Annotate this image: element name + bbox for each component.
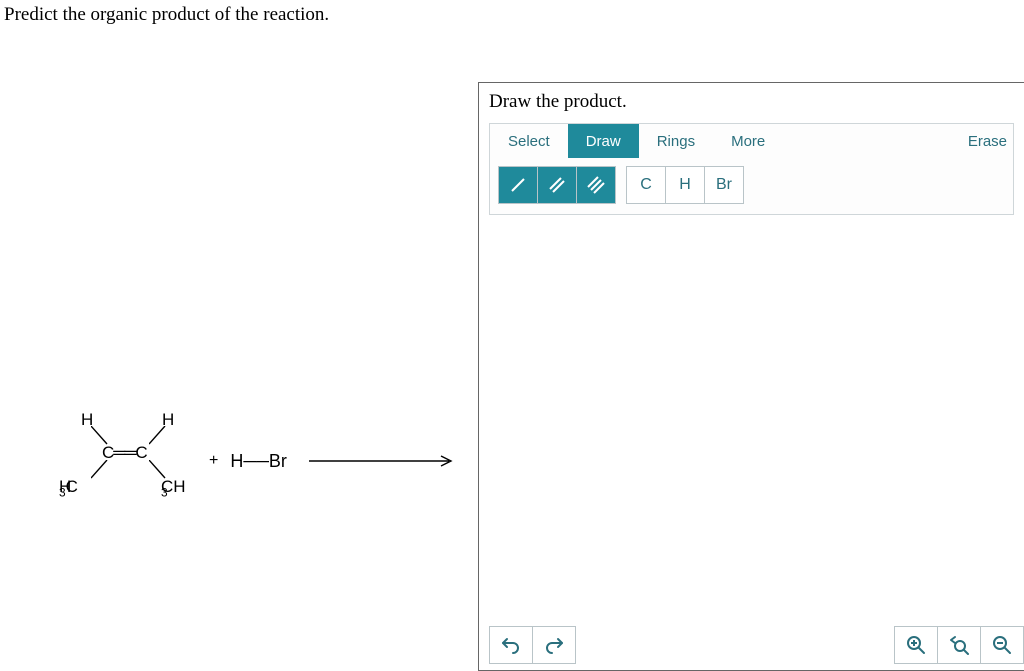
undo-button[interactable] [490,627,532,663]
tab-draw[interactable]: Draw [568,124,639,158]
drawing-panel-title: Draw the product. [479,83,1024,123]
drawing-toolbar: Select Draw Rings More Erase C H [489,123,1014,215]
zoom-in-button[interactable] [895,627,937,663]
bottom-toolbar [489,626,1024,664]
single-bond-button[interactable] [499,167,537,203]
bond-group [498,166,616,204]
zoom-reset-button[interactable] [937,627,980,663]
triple-bond-button[interactable] [576,167,615,203]
zoom-out-icon [992,635,1012,655]
atom-h-button[interactable]: H [665,167,704,203]
drawing-panel: Draw the product. Select Draw Rings More… [478,82,1024,671]
history-group [489,626,576,664]
tab-rings[interactable]: Rings [639,124,713,158]
bond-top-right [149,426,167,446]
zoom-reset-icon [948,635,970,655]
tool-row: C H Br [490,158,1013,214]
tab-more[interactable]: More [713,124,783,158]
tool-tabs: Select Draw Rings More Erase [490,124,1013,158]
reagent-hbr: H──Br [230,451,287,472]
tab-erase[interactable]: Erase [950,124,1013,158]
double-bond-button[interactable] [537,167,576,203]
reaction-panel: H H C══C H3C CH3 + H──Br [0,40,478,640]
tab-spacer [783,124,950,158]
drawing-canvas[interactable] [479,215,1024,635]
plus-sign: + [209,452,218,470]
redo-button[interactable] [532,627,575,663]
tab-select[interactable]: Select [490,124,568,158]
ch3-ch: CH [161,477,186,497]
atom-group: C H Br [626,166,744,204]
zoom-out-button[interactable] [980,627,1023,663]
zoom-group [894,626,1024,664]
redo-icon [544,636,564,654]
reaction-equation: H H C══C H3C CH3 + H──Br [55,416,459,506]
zoom-in-icon [906,635,926,655]
atom-h3c-left: H3C [59,477,66,499]
undo-icon [501,636,521,654]
question-text: Predict the organic product of the react… [4,4,329,26]
bond-bottom-left [91,460,109,480]
h3c-c: C [66,477,78,497]
atom-ch3-right: CH3 [161,477,168,499]
atom-br-button[interactable]: Br [704,167,743,203]
reaction-arrow-icon [309,454,459,468]
reactant-molecule: H H C══C H3C CH3 [55,416,205,506]
atom-c-button[interactable]: C [627,167,665,203]
